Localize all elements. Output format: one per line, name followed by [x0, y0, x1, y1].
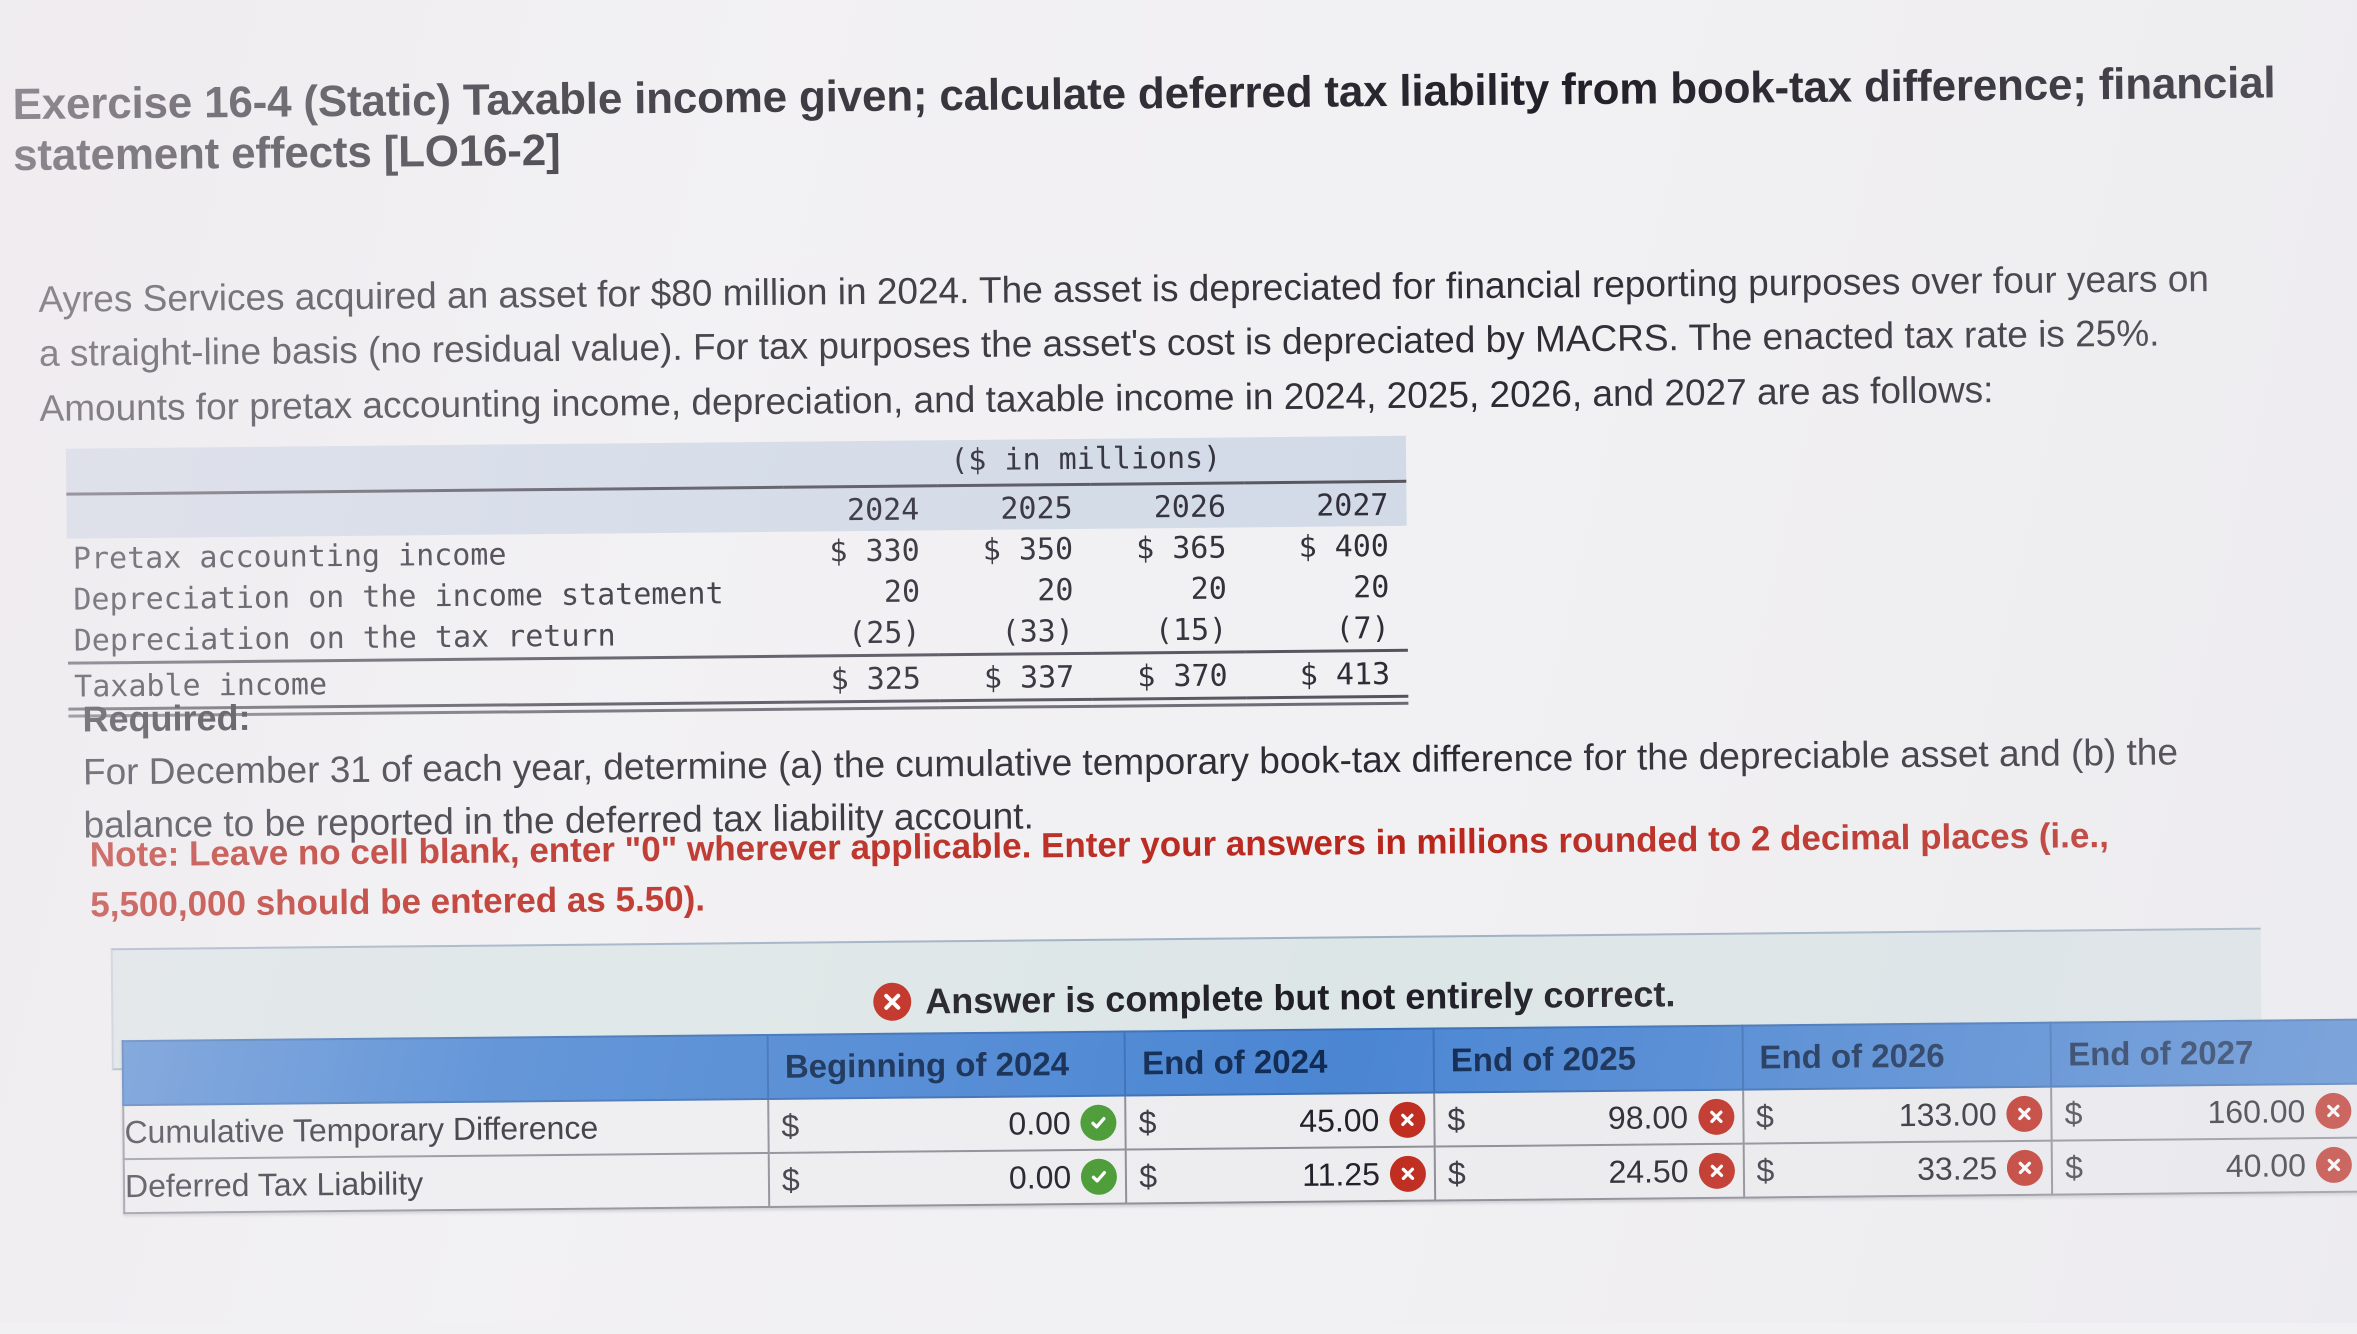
cell-pretax-2027: $ 400 — [1298, 528, 1390, 565]
answer-value: 24.50 — [1608, 1152, 1689, 1190]
cell-taxable-2026: $ 370 — [1137, 658, 1228, 695]
currency-symbol: $ — [2065, 1148, 2084, 1186]
year-header-2024: 2024 — [846, 492, 920, 529]
answer-cell-ctd-end-2024[interactable]: $ 45.00 — [1125, 1092, 1435, 1150]
cell-taxable-2027: $ 413 — [1299, 656, 1391, 693]
x-circle-icon — [2315, 1092, 2352, 1130]
fact-spacer — [66, 442, 784, 494]
cell-pretax-2024: $ 330 — [829, 533, 920, 570]
financial-data-table: ($ in millions) 2024 2025 2026 2027 Pret… — [65, 435, 1409, 720]
answer-value: 11.25 — [1302, 1155, 1381, 1193]
cell-dep-tax-2025: (33) — [1001, 614, 1075, 650]
check-circle-icon — [1080, 1104, 1117, 1141]
cell-taxable-2025: $ 337 — [983, 660, 1075, 696]
x-circle-icon — [1389, 1155, 1427, 1192]
currency-symbol: $ — [1138, 1103, 1157, 1140]
check-circle-icon — [1081, 1158, 1118, 1195]
answer-status-banner: Answer is complete but not entirely corr… — [873, 973, 1676, 1023]
x-circle-icon — [2315, 1146, 2353, 1184]
x-circle-icon — [2007, 1149, 2044, 1187]
cell-pretax-2025: $ 350 — [982, 532, 1074, 568]
cell-dep-tax-2026: (15) — [1154, 612, 1228, 649]
cell-dep-is-2024: 20 — [883, 574, 921, 610]
answer-value: 40.00 — [2225, 1146, 2307, 1184]
answer-cell-ctd-end-2025[interactable]: $ 98.00 — [1434, 1089, 1744, 1147]
column-header-end-2026: End of 2026 — [1742, 1022, 2052, 1090]
year-row-spacer — [66, 491, 784, 539]
currency-symbol: $ — [781, 1107, 800, 1144]
row-label-depreciation-tax-return: Depreciation on the tax return — [73, 618, 616, 659]
answer-cell-dtl-end-2027[interactable]: $ 40.00 — [2051, 1137, 2357, 1195]
cell-dep-tax-2027: (7) — [1335, 610, 1390, 647]
x-circle-icon — [1698, 1152, 1735, 1190]
units-label: ($ in millions) — [950, 440, 1222, 479]
column-header-end-2025: End of 2025 — [1433, 1025, 1743, 1093]
cell-dep-is-2027: 20 — [1353, 569, 1390, 606]
intro-paragraph: Ayres Services acquired an asset for $80… — [38, 250, 2357, 436]
row-label-cumulative-temporary-difference: Cumulative Temporary Difference — [123, 1098, 769, 1160]
answer-value: 133.00 — [1898, 1095, 1997, 1133]
column-header-beginning-2024: Beginning of 2024 — [767, 1031, 1126, 1099]
column-header-end-2027: End of 2027 — [2050, 1019, 2357, 1087]
x-circle-icon — [1697, 1098, 1735, 1136]
answer-value: 160.00 — [2207, 1092, 2306, 1130]
cell-dep-is-2025: 20 — [1037, 573, 1074, 609]
answer-value: 33.25 — [1916, 1149, 1998, 1187]
x-circle-icon — [1389, 1101, 1426, 1138]
answer-cell-dtl-end-2025[interactable]: $ 24.50 — [1434, 1143, 1744, 1201]
x-circle-icon — [873, 982, 912, 1021]
currency-symbol: $ — [1755, 1097, 1774, 1134]
answer-cell-dtl-end-2024[interactable]: $ 11.25 — [1125, 1146, 1436, 1204]
answer-cell-ctd-beginning-2024[interactable]: $ 0.00 — [768, 1095, 1126, 1153]
column-header-blank — [122, 1034, 769, 1106]
answer-table: Beginning of 2024 End of 2024 End of 202… — [121, 1018, 2357, 1215]
answer-value: 98.00 — [1607, 1098, 1689, 1136]
answer-value: 0.00 — [1008, 1158, 1072, 1196]
answer-cell-dtl-end-2026[interactable]: $ 33.25 — [1743, 1140, 2053, 1198]
page-title: Exercise 16-4 (Static) Taxable income gi… — [12, 58, 2276, 181]
row-label-pretax-income: Pretax accounting income — [72, 537, 507, 577]
currency-symbol: $ — [1139, 1157, 1158, 1194]
year-header-2025: 2025 — [1000, 491, 1073, 527]
answer-value: 45.00 — [1299, 1101, 1380, 1139]
currency-symbol: $ — [781, 1161, 800, 1198]
cell-taxable-2024: $ 325 — [830, 661, 922, 698]
currency-symbol: $ — [2064, 1094, 2083, 1132]
column-header-end-2024: End of 2024 — [1124, 1028, 1435, 1096]
row-label-deferred-tax-liability: Deferred Tax Liability — [123, 1152, 770, 1214]
answer-cell-ctd-end-2026[interactable]: $ 133.00 — [1742, 1086, 2052, 1144]
year-header-2026: 2026 — [1153, 489, 1227, 526]
answer-value: 0.00 — [1008, 1104, 1071, 1142]
currency-symbol: $ — [1447, 1154, 1466, 1191]
currency-symbol: $ — [1447, 1100, 1466, 1137]
cell-pretax-2026: $ 365 — [1135, 530, 1227, 567]
year-header-2027: 2027 — [1316, 487, 1389, 524]
answer-cell-ctd-end-2027[interactable]: $ 160.00 — [2051, 1083, 2357, 1141]
cell-dep-is-2026: 20 — [1190, 571, 1227, 607]
note-text: Note: Leave no cell blank, enter "0" whe… — [90, 810, 2271, 930]
answer-cell-dtl-beginning-2024[interactable]: $ 0.00 — [768, 1149, 1127, 1207]
currency-symbol: $ — [1756, 1151, 1775, 1188]
required-heading: Required: — [82, 696, 251, 740]
row-label-depreciation-income-statement: Depreciation on the income statement — [73, 576, 724, 618]
cell-dep-tax-2024: (25) — [848, 615, 921, 652]
answer-status-text: Answer is complete but not entirely corr… — [925, 973, 1676, 1022]
x-circle-icon — [2006, 1095, 2043, 1133]
